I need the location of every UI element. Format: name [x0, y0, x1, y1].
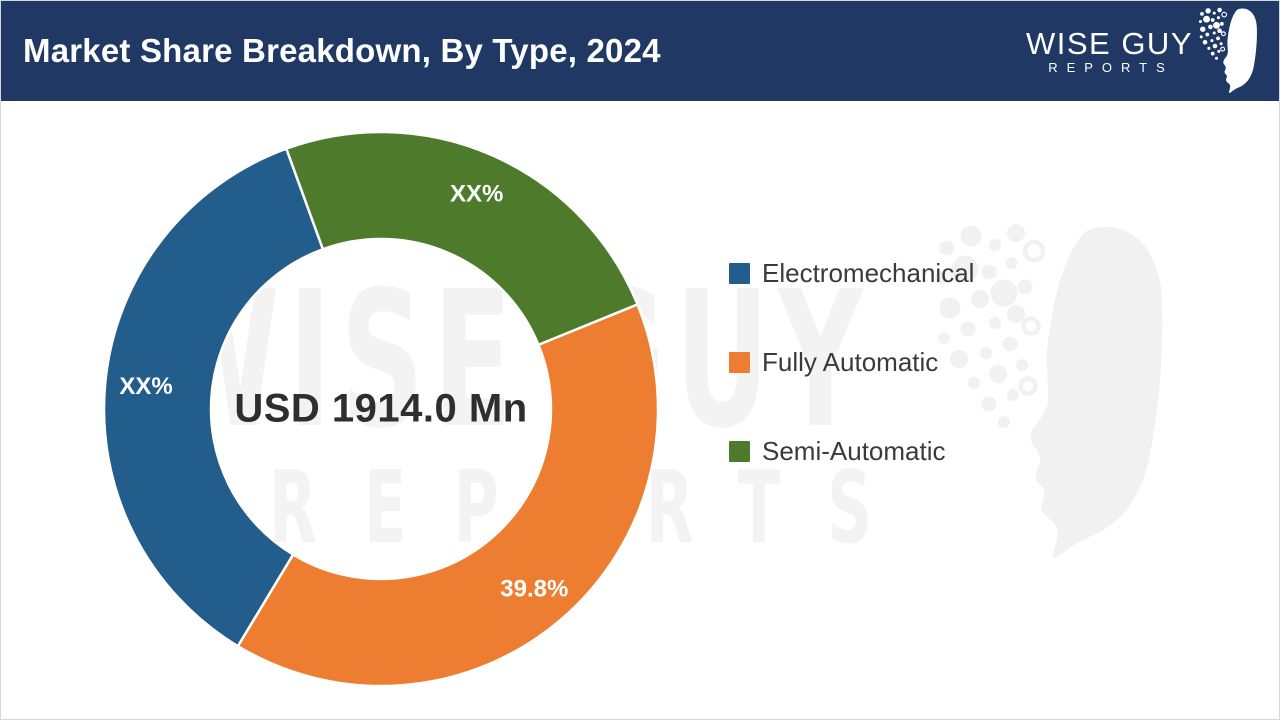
- header-bar: Market Share Breakdown, By Type, 2024 WI…: [1, 1, 1279, 101]
- chart-area: WISE GUY REPORTS XX%39.8%XX% USD 1: [1, 101, 1279, 719]
- legend-item-semi-automatic: Semi-Automatic: [729, 435, 974, 466]
- donut-center-value: USD 1914.0 Mn: [234, 386, 528, 431]
- legend-swatch-electromechanical: [729, 262, 750, 284]
- chart-legend: Electromechanical Fully Automatic Semi-A…: [729, 257, 975, 527]
- brand-name: WISE GUY: [1025, 25, 1193, 61]
- legend-item-fully-automatic: Fully Automatic: [729, 346, 974, 377]
- segment-label: XX%: [450, 180, 503, 207]
- donut-segment-semi-automatic: [285, 130, 639, 347]
- legend-swatch-fully-automatic: [729, 351, 750, 373]
- legend-label: Electromechanical: [762, 257, 975, 288]
- donut-segment-fully-automatic: [236, 303, 660, 688]
- legend-label: Semi-Automatic: [762, 435, 946, 466]
- legend-swatch-semi-automatic: [729, 440, 750, 462]
- brand-subname: REPORTS: [1048, 59, 1174, 75]
- donut-chart: XX% 39.8% XX%: [102, 130, 660, 688]
- segment-label: 39.8%: [500, 575, 568, 602]
- legend-label: Fully Automatic: [762, 346, 939, 377]
- brand-logo: WISE GUY REPORTS: [1026, 7, 1259, 95]
- donut-segment-electromechanical: [102, 147, 325, 648]
- watermark-head-graphic: [935, 224, 1163, 557]
- segment-label: XX%: [119, 373, 172, 400]
- legend-item-electromechanical: Electromechanical: [729, 257, 975, 288]
- page-title: Market Share Breakdown, By Type, 2024: [23, 32, 661, 69]
- logo-face-icon: [1198, 7, 1257, 93]
- brand-logo-text: WISE GUY REPORTS: [1025, 25, 1193, 75]
